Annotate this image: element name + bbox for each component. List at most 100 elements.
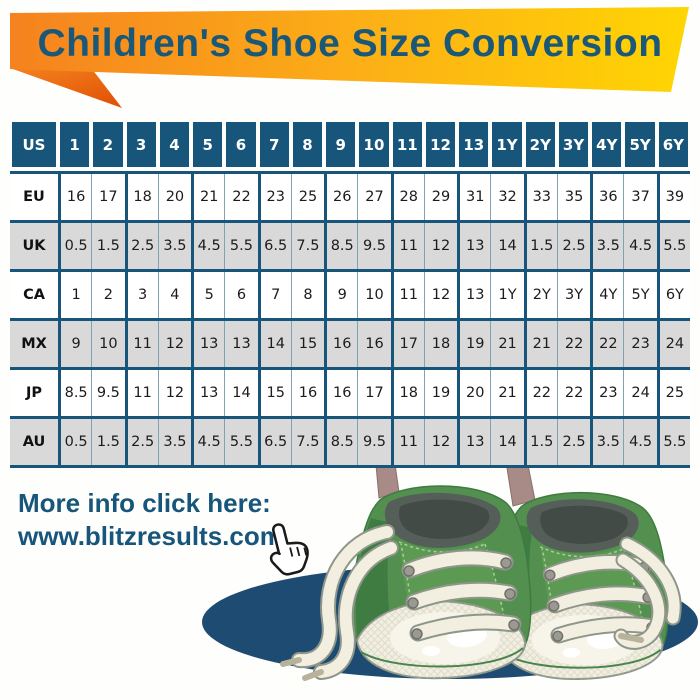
row-label: MX xyxy=(21,336,47,352)
table-cell: 13 xyxy=(457,419,490,465)
table-cell: 22 xyxy=(590,321,623,367)
table-cell: 21 xyxy=(490,370,523,416)
row-label: AU xyxy=(22,434,46,450)
table-cell: 32 xyxy=(490,174,523,220)
column-header: 7 xyxy=(259,122,289,167)
column-header: 6 xyxy=(226,122,256,167)
row-label: JP xyxy=(25,385,43,401)
table-cell: 12 xyxy=(157,370,191,416)
table-cell: 13 xyxy=(457,223,490,269)
table-cell: 25 xyxy=(656,370,690,416)
table-row: AU 0.5 1.5 2.5 3.5 4.5 5.5 6.5 7.5 8.5 9.5 11 12 13 14… xyxy=(10,416,690,468)
table-cell: 15 xyxy=(290,321,324,367)
table-cell: 2.5 xyxy=(124,223,158,269)
table-cell: 15 xyxy=(257,370,291,416)
table-cell: 22 xyxy=(523,370,557,416)
table-cell: 3.5 xyxy=(157,419,191,465)
table-cell: 1.5 xyxy=(91,223,124,269)
column-header: 6Y xyxy=(658,122,688,167)
column-header: 4Y xyxy=(592,122,622,167)
table-body: EU 16 17 18 20 21 22 23 25 26 27 28 29 31 32 33 35 36 37 39… xyxy=(10,171,690,468)
table-cell: 11 xyxy=(124,370,158,416)
table-cell: 24 xyxy=(656,321,690,367)
more-info-block: More info click here: www.blitzresults.c… xyxy=(18,487,283,553)
table-row: CA 1 2 3 4 5 6 7 8 9 10 11 12 13 1Y 2Y 3Y 4Y 5Y 6Y xyxy=(10,269,690,318)
row-label: UK xyxy=(22,238,46,254)
table-cell: 0.5 xyxy=(58,223,91,269)
table-cell: 9 xyxy=(324,272,357,318)
column-header: 11 xyxy=(392,122,422,167)
table-cell: 19 xyxy=(457,321,490,367)
table-cell: 18 xyxy=(390,370,424,416)
table-cell: 7 xyxy=(257,272,291,318)
column-header: 8 xyxy=(292,122,323,167)
table-cell: 23 xyxy=(257,174,291,220)
table-cell: 8.5 xyxy=(58,370,91,416)
table-cell: 3.5 xyxy=(590,223,623,269)
table-cell: 16 xyxy=(58,174,91,220)
table-cell: 2.5 xyxy=(556,223,590,269)
table-cell: 28 xyxy=(390,174,424,220)
table-cell: 17 xyxy=(91,174,124,220)
table-cell: 6.5 xyxy=(257,223,291,269)
table-header-row: US 1 2 3 4 5 6 7 8 9 10 11 12 13 1Y 2Y 3Y 4Y 5Y 6Y xyxy=(10,122,690,167)
table-cell: 1Y xyxy=(490,272,523,318)
table-cell: 14 xyxy=(224,370,257,416)
ribbon-shape xyxy=(10,7,689,108)
table-cell: 14 xyxy=(257,321,291,367)
conversion-table: US 1 2 3 4 5 6 7 8 9 10 11 12 13 1Y 2Y 3Y 4Y 5Y 6Y EU 16 17 18… xyxy=(10,122,690,468)
shoes-illustration xyxy=(202,449,698,700)
column-header: 2Y xyxy=(525,122,555,167)
column-header: 2 xyxy=(93,122,123,167)
column-header: 12 xyxy=(425,122,456,167)
table-cell: 5Y xyxy=(623,272,656,318)
table-row: EU 16 17 18 20 21 22 23 25 26 27 28 29 31 32 33 35 36 37 39 xyxy=(10,171,690,220)
table-cell: 24 xyxy=(623,370,656,416)
table-cell: 11 xyxy=(390,223,424,269)
table-cell: 27 xyxy=(357,174,390,220)
more-info-text: More info click here: xyxy=(18,488,271,518)
table-cell: 20 xyxy=(457,370,490,416)
page-title: Children's Shoe Size Conversion xyxy=(37,22,663,65)
table-cell: 14 xyxy=(490,223,523,269)
website-link[interactable]: www.blitzresults.com xyxy=(18,521,283,551)
table-cell: 0.5 xyxy=(58,419,91,465)
table-cell: 14 xyxy=(490,419,523,465)
table-cell: 8.5 xyxy=(324,223,357,269)
row-label: EU xyxy=(23,189,45,205)
table-cell: 1 xyxy=(58,272,91,318)
table-cell: 4.5 xyxy=(191,419,224,465)
table-cell: 10 xyxy=(91,321,124,367)
table-cell: 13 xyxy=(191,321,224,367)
table-cell: 37 xyxy=(623,174,656,220)
table-cell: 21 xyxy=(191,174,224,220)
table-cell: 21 xyxy=(523,321,557,367)
table-cell: 13 xyxy=(224,321,257,367)
table-cell: 13 xyxy=(191,370,224,416)
table-cell: 20 xyxy=(157,174,191,220)
column-header: 5 xyxy=(193,122,223,167)
hand-pointer-icon xyxy=(269,523,309,576)
table-cell: 6Y xyxy=(656,272,690,318)
table-cell: 18 xyxy=(423,321,457,367)
table-cell: 1.5 xyxy=(91,419,124,465)
table-cell: 6.5 xyxy=(257,419,291,465)
table-cell: 12 xyxy=(423,223,457,269)
table-cell: 2Y xyxy=(523,272,557,318)
table-cell: 2 xyxy=(91,272,124,318)
table-cell: 4.5 xyxy=(191,223,224,269)
table-cell: 19 xyxy=(423,370,457,416)
ribbon-band xyxy=(10,7,689,92)
table-cell: 22 xyxy=(224,174,257,220)
table-cell: 17 xyxy=(390,321,424,367)
table-cell: 22 xyxy=(556,370,590,416)
table-cell: 1.5 xyxy=(523,419,557,465)
table-cell: 5.5 xyxy=(656,223,690,269)
table-cell: 23 xyxy=(590,370,623,416)
table-cell: 12 xyxy=(423,419,457,465)
table-cell: 9.5 xyxy=(357,223,390,269)
row-label: CA xyxy=(23,287,45,303)
table-cell: 7.5 xyxy=(290,419,324,465)
table-cell: 9 xyxy=(58,321,91,367)
table-cell: 6 xyxy=(224,272,257,318)
